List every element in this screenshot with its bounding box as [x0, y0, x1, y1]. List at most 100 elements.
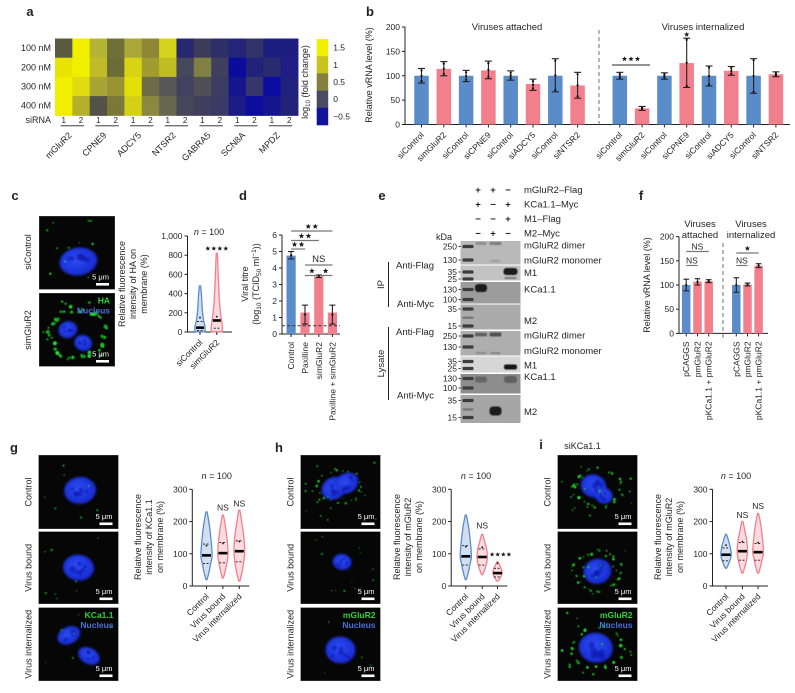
svg-text:a: a — [26, 4, 34, 19]
svg-text:log10 (fold change): log10 (fold change) — [300, 45, 312, 119]
svg-text:50: 50 — [391, 95, 401, 105]
svg-text:1: 1 — [131, 116, 136, 125]
svg-text:NS: NS — [692, 242, 704, 252]
svg-text:0: 0 — [441, 581, 446, 591]
svg-text:100: 100 — [386, 71, 400, 81]
svg-text:Virus internalized: Virus internalized — [286, 610, 296, 679]
svg-text:NS: NS — [217, 503, 229, 513]
svg-text:Viruses attached: Viruses attached — [472, 22, 543, 33]
svg-text:5 μm: 5 μm — [358, 587, 375, 596]
svg-text:on membrane (%): on membrane (%) — [155, 501, 165, 573]
svg-text:c: c — [11, 188, 18, 203]
svg-text:Control: Control — [543, 477, 553, 506]
svg-text:35: 35 — [448, 357, 458, 367]
svg-text:300: 300 — [693, 484, 707, 494]
svg-text:IP: IP — [376, 280, 387, 289]
svg-text:Relative fluorescence: Relative fluorescence — [653, 494, 663, 580]
svg-text:130: 130 — [443, 255, 457, 265]
svg-text:5 μm: 5 μm — [96, 587, 113, 596]
svg-text:1: 1 — [166, 116, 171, 125]
svg-text:1: 1 — [61, 116, 66, 125]
svg-text:kDa: kDa — [436, 232, 452, 242]
svg-text:200: 200 — [168, 308, 182, 318]
svg-text:pCAGGS: pCAGGS — [681, 341, 691, 377]
svg-text:mGluR2–Flag: mGluR2–Flag — [524, 185, 583, 196]
svg-text:Anti-Flag: Anti-Flag — [396, 327, 434, 338]
svg-text:0: 0 — [178, 327, 183, 337]
svg-text:Viruses internalized: Viruses internalized — [662, 22, 745, 33]
svg-text:+: + — [475, 185, 481, 196]
svg-text:Anti-Myc: Anti-Myc — [397, 391, 434, 402]
svg-text:2: 2 — [148, 116, 153, 125]
svg-text:mGluR2 monomer: mGluR2 monomer — [524, 346, 602, 357]
svg-text:150: 150 — [386, 46, 400, 56]
svg-text:15: 15 — [448, 321, 458, 331]
svg-text:100: 100 — [443, 383, 457, 393]
svg-text:M2: M2 — [524, 316, 537, 327]
svg-text:KCa1.1: KCa1.1 — [524, 285, 556, 296]
svg-text:pCAGGS: pCAGGS — [731, 341, 741, 377]
svg-text:M1–Flag: M1–Flag — [524, 214, 561, 225]
svg-text:200: 200 — [660, 232, 674, 242]
svg-text:Relative vRNA level (%): Relative vRNA level (%) — [642, 237, 652, 333]
svg-text:0: 0 — [183, 581, 188, 591]
svg-text:200: 200 — [173, 517, 187, 527]
svg-text:2: 2 — [183, 116, 188, 125]
svg-text:n = 100: n = 100 — [194, 227, 224, 237]
svg-text:mGluR2 dimer: mGluR2 dimer — [524, 241, 585, 252]
svg-text:0: 0 — [333, 94, 338, 104]
svg-text:mGluR2 dimer: mGluR2 dimer — [524, 331, 585, 342]
svg-text:100: 100 — [693, 549, 707, 559]
svg-text:f: f — [639, 188, 644, 203]
svg-text:siRNA: siRNA — [25, 115, 51, 125]
svg-text:4: 4 — [272, 263, 277, 273]
svg-text:1: 1 — [96, 116, 101, 125]
svg-text:M2–Myc: M2–Myc — [524, 229, 560, 240]
svg-text:2: 2 — [79, 116, 84, 125]
svg-text:+: + — [475, 200, 481, 211]
svg-text:1: 1 — [200, 116, 205, 125]
svg-text:Control: Control — [24, 477, 34, 506]
svg-text:n = 100: n = 100 — [461, 471, 491, 481]
svg-text:130: 130 — [443, 342, 457, 352]
svg-text:1: 1 — [333, 60, 338, 70]
svg-text:−: − — [475, 229, 481, 240]
svg-text:35: 35 — [448, 396, 458, 406]
svg-text:pmGluR2: pmGluR2 — [743, 341, 753, 377]
svg-text:internalized: internalized — [727, 230, 776, 241]
svg-text:intensity of mGluR2: intensity of mGluR2 — [403, 498, 413, 577]
svg-text:Virus internalized: Virus internalized — [24, 610, 34, 679]
svg-text:+: + — [490, 229, 496, 240]
svg-text:Viruses: Viruses — [735, 219, 767, 230]
svg-text:Nucleus: Nucleus — [80, 620, 113, 630]
svg-text:mGluR2: mGluR2 — [343, 610, 376, 620]
svg-text:pmGluR2: pmGluR2 — [693, 341, 703, 377]
svg-text:5 μm: 5 μm — [615, 664, 632, 673]
svg-text:h: h — [275, 440, 283, 455]
svg-text:Virus bound: Virus bound — [24, 544, 34, 592]
svg-text:100: 100 — [443, 295, 457, 305]
svg-text:5 μm: 5 μm — [615, 512, 632, 521]
svg-text:5 μm: 5 μm — [92, 273, 109, 282]
svg-text:attached: attached — [682, 230, 718, 241]
svg-text:35: 35 — [448, 304, 458, 314]
svg-text:0: 0 — [703, 581, 708, 591]
svg-text:100 nM: 100 nM — [21, 43, 51, 53]
svg-text:membrane (%): membrane (%) — [139, 254, 149, 314]
svg-text:+: + — [490, 185, 496, 196]
svg-text:g: g — [10, 440, 18, 455]
svg-text:250: 250 — [443, 331, 457, 341]
svg-text:150: 150 — [660, 256, 674, 266]
svg-text:5 μm: 5 μm — [96, 664, 113, 673]
svg-text:Paxilline + simGluR2: Paxilline + simGluR2 — [327, 342, 337, 421]
svg-text:NS: NS — [752, 501, 764, 511]
svg-text:Virus bound: Virus bound — [543, 544, 553, 592]
svg-text:0: 0 — [669, 328, 674, 338]
svg-text:0: 0 — [395, 120, 400, 130]
svg-text:2: 2 — [252, 116, 257, 125]
svg-text:130: 130 — [443, 374, 457, 384]
svg-text:25: 25 — [448, 274, 458, 284]
svg-text:Nucleus: Nucleus — [599, 620, 632, 630]
svg-text:n = 100: n = 100 — [202, 471, 232, 481]
svg-text:5 μm: 5 μm — [358, 664, 375, 673]
